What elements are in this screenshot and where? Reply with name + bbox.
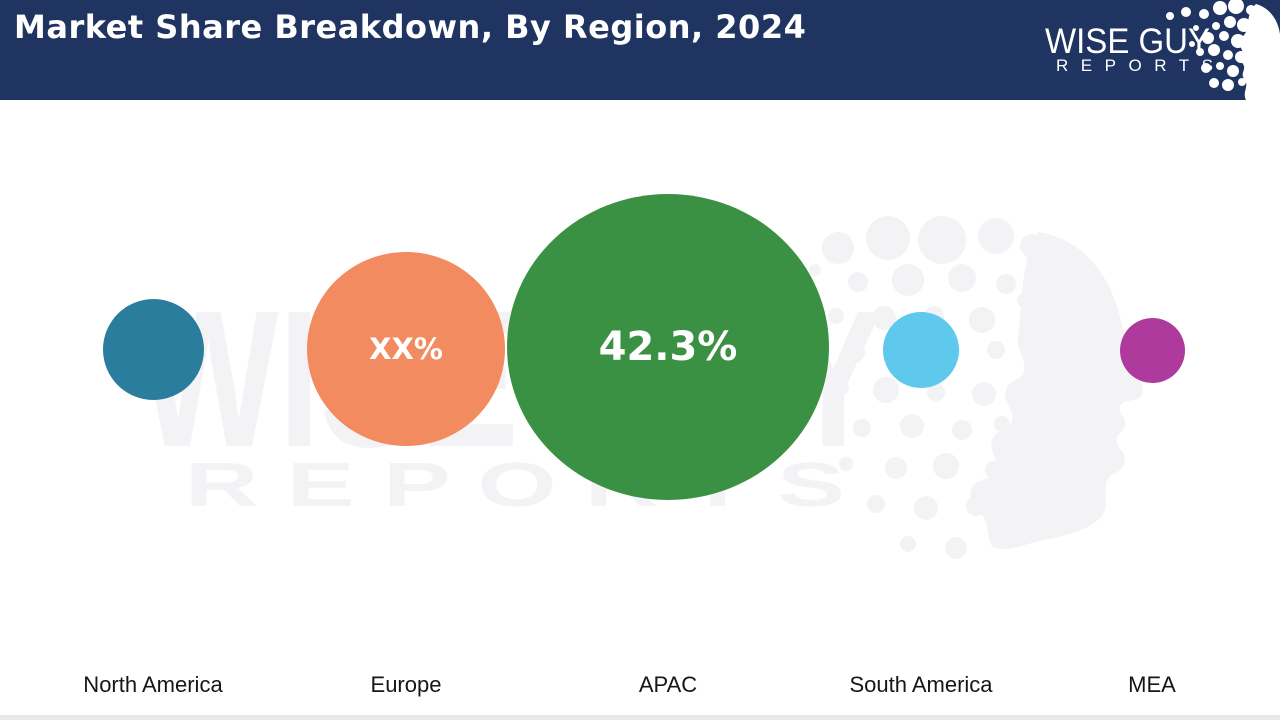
bubble-value-apac: 42.3% bbox=[598, 324, 738, 370]
bubble-north-america bbox=[102, 298, 204, 400]
category-label-north-america: North America bbox=[83, 672, 223, 697]
bubble-value-europe: XX% bbox=[369, 332, 443, 366]
logo-dots bbox=[1166, 0, 1256, 91]
category-label-europe: Europe bbox=[370, 672, 442, 697]
page-title: Market Share Breakdown, By Region, 2024 bbox=[14, 8, 807, 46]
bottom-divider-bar bbox=[0, 715, 1280, 720]
category-label-south-america: South America bbox=[849, 672, 993, 697]
bubble-europe: XX% bbox=[307, 252, 505, 446]
header-banner: Market Share Breakdown, By Region, 2024 … bbox=[0, 0, 1280, 100]
bubble-mea bbox=[1119, 317, 1185, 383]
bubble-apac: 42.3% bbox=[507, 194, 829, 500]
watermark-face-icon bbox=[970, 232, 1143, 550]
category-label-apac: APAC bbox=[638, 672, 698, 697]
bubble-south-america bbox=[883, 312, 959, 388]
logo-name-text: WISE GUY bbox=[1045, 22, 1210, 61]
category-label-mea: MEA bbox=[1128, 672, 1176, 697]
